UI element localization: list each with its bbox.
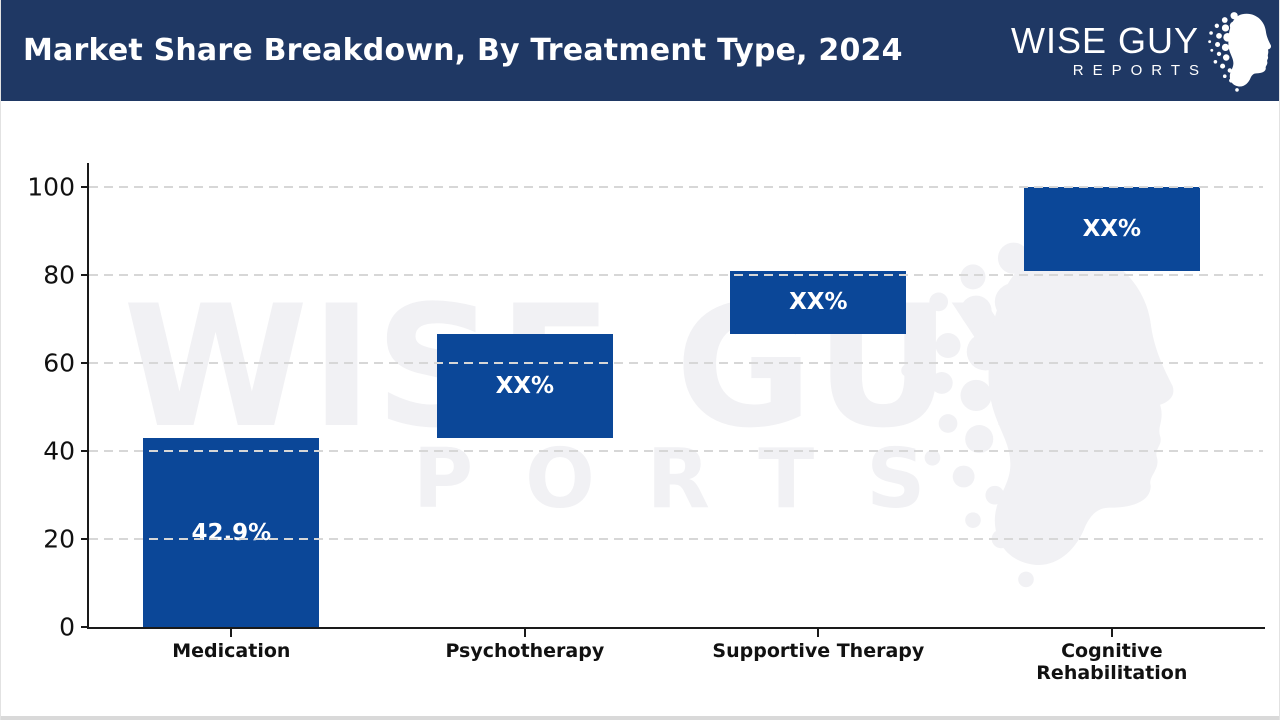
gridline [89, 362, 1263, 364]
bar-segment: 42.9% [143, 438, 320, 627]
brand-subtitle: REPORTS [1072, 61, 1208, 79]
bar-segment: XX% [1023, 187, 1200, 271]
x-tick-mark [817, 629, 820, 637]
page-title: Market Share Breakdown, By Treatment Typ… [23, 33, 903, 68]
watermark-head-icon [901, 242, 1174, 588]
bar-value-label: 42.9% [191, 519, 272, 546]
gridline [89, 186, 1263, 188]
y-tick-mark [81, 538, 89, 540]
x-axis-category-label: Cognitive Rehabilitation [1036, 640, 1188, 684]
y-tick-mark [81, 626, 89, 628]
y-tick-label: 100 [27, 172, 75, 202]
logo-head-icon [1208, 11, 1272, 92]
brand-logo-text: WISE GUY REPORTS [1010, 19, 1199, 79]
header-bar: Market Share Breakdown, By Treatment Typ… [1, 0, 1279, 101]
y-tick-label: 60 [43, 348, 75, 378]
gridline [89, 450, 1263, 452]
y-tick-label: 80 [43, 260, 75, 290]
y-tick-mark [81, 274, 89, 276]
y-tick-mark [81, 450, 89, 452]
x-axis-category-label: Medication [172, 640, 291, 662]
chart-canvas: WISE GUY PORTS 0 20 40 60 80 100 42.9% Medicati… [1, 101, 1279, 716]
watermark-text-secondary: PORTS [413, 432, 978, 527]
brand-logo: WISE GUY REPORTS [1011, 0, 1273, 101]
x-tick-mark [230, 629, 233, 637]
bar-segment: XX% [436, 333, 613, 439]
brand-name: WISE GUY [1010, 19, 1199, 61]
y-axis-line [87, 163, 89, 629]
x-axis-category-label: Supportive Therapy [712, 640, 925, 662]
x-tick-mark [523, 629, 526, 637]
x-axis-line [87, 627, 1265, 629]
gridline [89, 274, 1263, 276]
y-tick-label: 0 [59, 612, 75, 642]
bottom-accent-strip [1, 716, 1279, 720]
y-tick-label: 20 [43, 524, 75, 554]
x-tick-mark [1110, 629, 1113, 637]
y-tick-mark [81, 362, 89, 364]
y-tick-label: 40 [43, 436, 75, 466]
y-tick-mark [81, 186, 89, 188]
gridline [89, 538, 1263, 540]
bar-value-label: XX% [789, 289, 848, 316]
x-axis-category-label: Psychotherapy [445, 640, 605, 662]
bar-segment: XX% [730, 270, 907, 334]
bar-value-label: XX% [1082, 215, 1142, 242]
bar-value-label: XX% [495, 372, 555, 399]
